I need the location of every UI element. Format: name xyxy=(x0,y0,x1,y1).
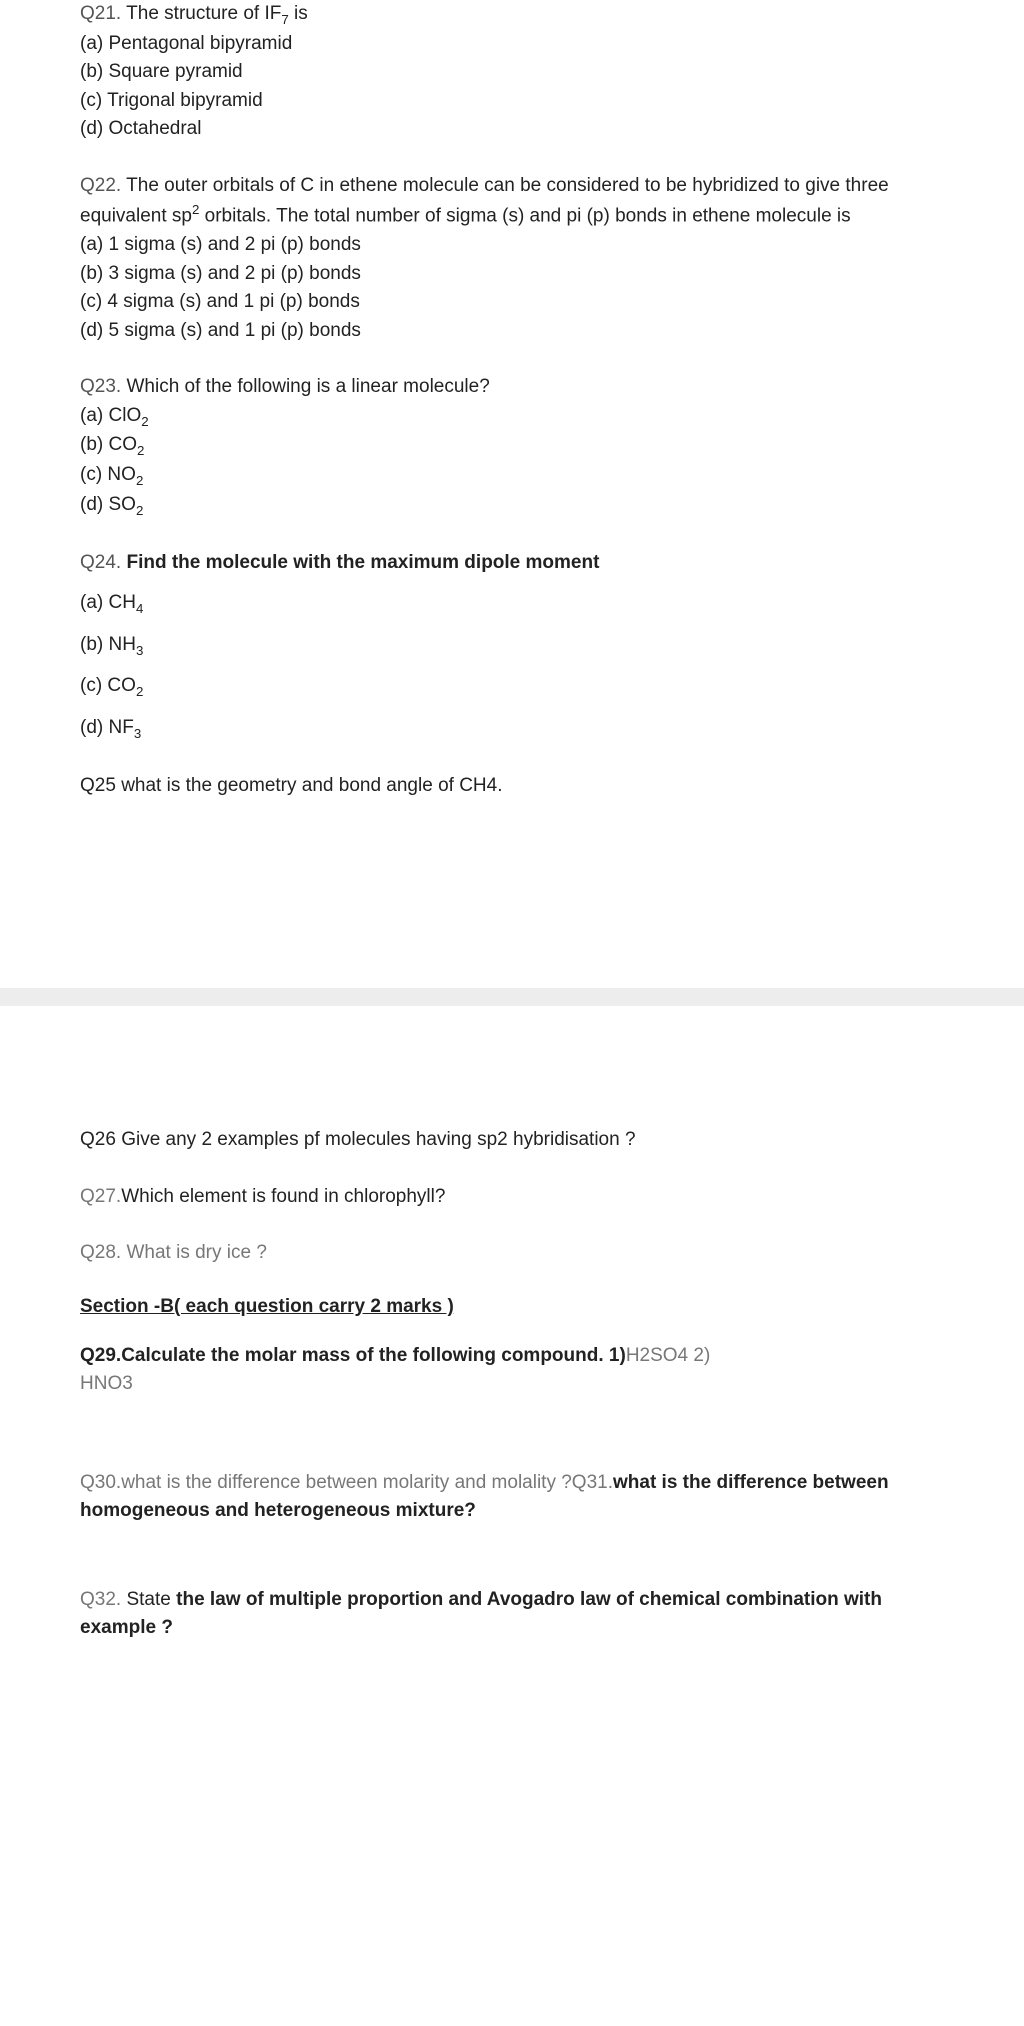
q21-option-d: (d) Octahedral xyxy=(80,115,944,144)
q30-text: Q30.what is the difference between molar… xyxy=(80,1472,613,1493)
q23-stem: Q23. Which of the following is a linear … xyxy=(80,373,944,402)
q23-b-pre: (b) CO xyxy=(80,434,137,455)
q24-option-c: (c) CO2 xyxy=(80,672,944,702)
q22-option-c: (c) 4 sigma (s) and 1 pi (p) bonds xyxy=(80,288,944,317)
q24-c-sub: 2 xyxy=(136,684,143,699)
q21-option-b: (b) Square pyramid xyxy=(80,58,944,87)
q29-bold: Q29.Calculate the molar mass of the foll… xyxy=(80,1345,626,1366)
q29-line2: HNO3 xyxy=(80,1373,133,1394)
q24-b-sub: 3 xyxy=(136,643,143,658)
q23-text: Which of the following is a linear molec… xyxy=(126,376,489,397)
q23-option-b: (b) CO2 xyxy=(80,431,944,461)
page: Q21. The structure of IF7 is (a) Pentago… xyxy=(0,0,1024,888)
q24-stem: Q24. Find the molecule with the maximum … xyxy=(80,549,944,578)
q21-option-a: (a) Pentagonal bipyramid xyxy=(80,30,944,59)
question-32: Q32. State the law of multiple proportio… xyxy=(80,1586,944,1643)
q23-number: Q23. xyxy=(80,376,126,397)
q24-number: Q24. xyxy=(80,552,126,573)
question-28: Q28. What is dry ice ? xyxy=(80,1239,944,1268)
question-25: Q25 what is the geometry and bond angle … xyxy=(80,772,944,801)
question-30-31: Q30.what is the difference between molar… xyxy=(80,1469,944,1526)
section-divider xyxy=(0,988,1024,1006)
q23-c-pre: (c) NO xyxy=(80,464,136,485)
q24-c-pre: (c) CO xyxy=(80,675,136,696)
q21-option-c: (c) Trigonal bipyramid xyxy=(80,87,944,116)
section-b-heading: Section -B( each question carry 2 marks … xyxy=(80,1296,944,1318)
question-26: Q26 Give any 2 examples pf molecules hav… xyxy=(80,1126,944,1155)
q21-stem: Q21. The structure of IF7 is xyxy=(80,0,944,30)
q29-tail: H2SO4 2) xyxy=(626,1345,710,1366)
q24-option-d: (d) NF3 xyxy=(80,714,944,744)
question-24: Q24. Find the molecule with the maximum … xyxy=(80,549,944,744)
q22-stem: Q22. The outer orbitals of C in ethene m… xyxy=(80,172,944,231)
q23-a-pre: (a) ClO xyxy=(80,405,141,426)
q21-number: Q21. xyxy=(80,3,126,24)
question-21: Q21. The structure of IF7 is (a) Pentago… xyxy=(80,0,944,144)
q24-a-pre: (a) CH xyxy=(80,592,136,613)
q21-sub: 7 xyxy=(281,12,288,27)
q24-text: Find the molecule with the maximum dipol… xyxy=(126,552,599,573)
q22-option-a: (a) 1 sigma (s) and 2 pi (p) bonds xyxy=(80,231,944,260)
q32-number: Q32. xyxy=(80,1589,126,1610)
q24-b-pre: (b) NH xyxy=(80,634,136,655)
q27-number: Q27. xyxy=(80,1186,121,1207)
q23-c-sub: 2 xyxy=(136,473,143,488)
q21-suffix: is xyxy=(289,3,308,24)
question-23: Q23. Which of the following is a linear … xyxy=(80,373,944,520)
q27-text: Which element is found in chlorophyll? xyxy=(121,1186,445,1207)
q23-option-c: (c) NO2 xyxy=(80,461,944,491)
q24-a-sub: 4 xyxy=(136,601,143,616)
question-22: Q22. The outer orbitals of C in ethene m… xyxy=(80,172,944,345)
q22-option-b: (b) 3 sigma (s) and 2 pi (p) bonds xyxy=(80,260,944,289)
q23-a-sub: 2 xyxy=(141,413,148,428)
q22-option-d: (d) 5 sigma (s) and 1 pi (p) bonds xyxy=(80,317,944,346)
q23-option-a: (a) ClO2 xyxy=(80,402,944,432)
q24-d-pre: (d) NF xyxy=(80,717,134,738)
q24-option-a: (a) CH4 xyxy=(80,589,944,619)
question-27: Q27.Which element is found in chlorophyl… xyxy=(80,1183,944,1212)
q23-b-sub: 2 xyxy=(137,443,144,458)
question-29: Q29.Calculate the molar mass of the foll… xyxy=(80,1342,944,1399)
q21-text: The structure of IF xyxy=(126,3,281,24)
q24-d-sub: 3 xyxy=(134,726,141,741)
q23-d-pre: (d) SO xyxy=(80,494,136,515)
q23-d-sub: 2 xyxy=(136,503,143,518)
page-2: Q26 Give any 2 examples pf molecules hav… xyxy=(0,1126,1024,1731)
q32-state: State xyxy=(126,1589,176,1610)
q22-number: Q22. xyxy=(80,175,126,196)
q23-option-d: (d) SO2 xyxy=(80,491,944,521)
q22-text2: orbitals. The total number of sigma (s) … xyxy=(199,206,850,227)
q24-option-b: (b) NH3 xyxy=(80,631,944,661)
q32-text: the law of multiple proportion and Avoga… xyxy=(80,1589,882,1639)
